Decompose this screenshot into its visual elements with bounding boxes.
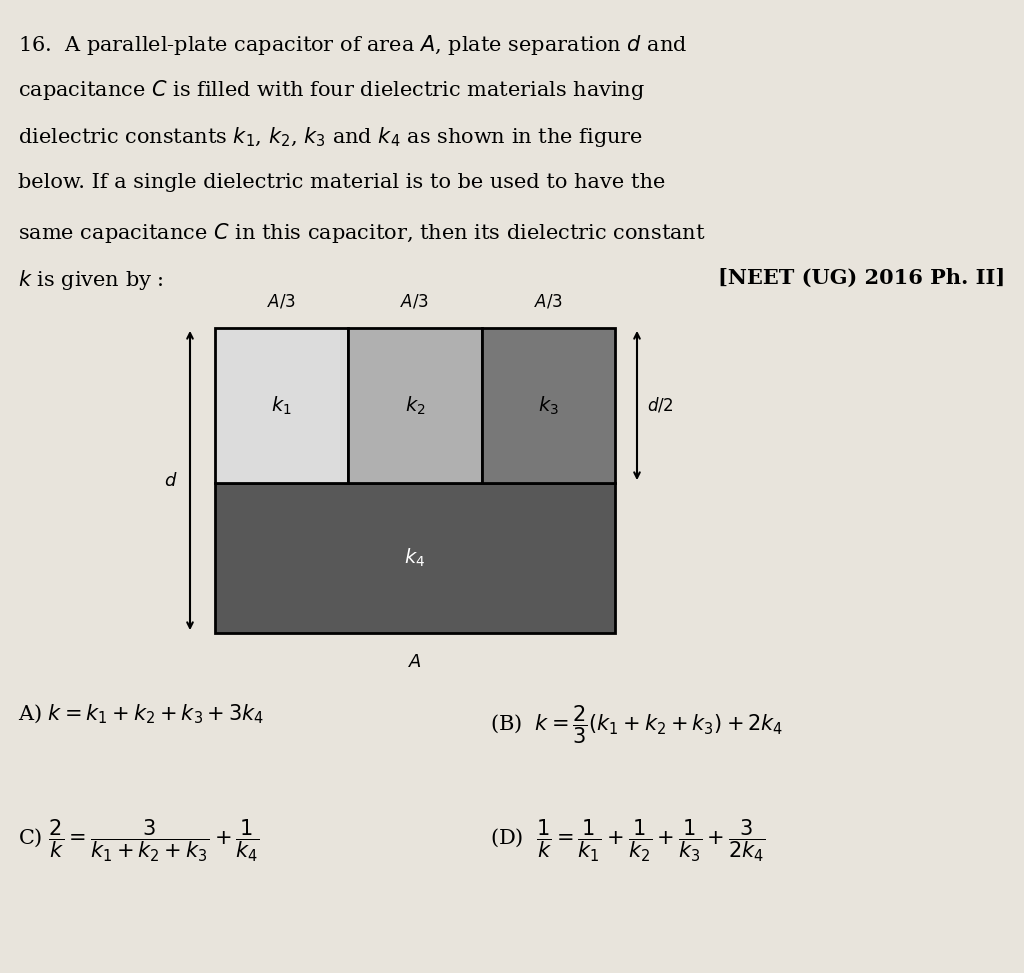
- Bar: [481, 328, 615, 483]
- Text: $k_3$: $k_3$: [538, 394, 559, 416]
- Text: $k_4$: $k_4$: [404, 547, 426, 569]
- Text: $d$: $d$: [165, 472, 178, 489]
- Text: below. If a single dielectric material is to be used to have the: below. If a single dielectric material i…: [18, 173, 666, 192]
- Text: $d/2$: $d/2$: [647, 396, 674, 415]
- Text: $A/3$: $A/3$: [534, 292, 563, 310]
- Text: $A/3$: $A/3$: [267, 292, 296, 310]
- Text: dielectric constants $k_1$, $k_2$, $k_3$ and $k_4$ as shown in the figure: dielectric constants $k_1$, $k_2$, $k_3$…: [18, 125, 643, 149]
- Bar: [215, 483, 615, 633]
- Text: $k_1$: $k_1$: [271, 394, 292, 416]
- Text: (B)  $k = \dfrac{2}{3}(k_1 + k_2 + k_3) + 2k_4$: (B) $k = \dfrac{2}{3}(k_1 + k_2 + k_3) +…: [490, 703, 783, 745]
- Text: $k_2$: $k_2$: [404, 394, 425, 416]
- Bar: [215, 328, 348, 483]
- Text: 16.  A parallel-plate capacitor of area $A$, plate separation $d$ and: 16. A parallel-plate capacitor of area $…: [18, 33, 687, 57]
- Text: $k$ is given by :: $k$ is given by :: [18, 268, 164, 292]
- Text: (D)  $\dfrac{1}{k} = \dfrac{1}{k_1}+\dfrac{1}{k_2}+\dfrac{1}{k_3}+\dfrac{3}{2k_4: (D) $\dfrac{1}{k} = \dfrac{1}{k_1}+\dfra…: [490, 818, 766, 864]
- Bar: [348, 328, 481, 483]
- Text: $A/3$: $A/3$: [400, 292, 429, 310]
- Text: A) $k = k_1 + k_2 + k_3 + 3k_4$: A) $k = k_1 + k_2 + k_3 + 3k_4$: [18, 703, 264, 726]
- Text: $A$: $A$: [408, 653, 422, 671]
- Text: same capacitance $C$ in this capacitor, then its dielectric constant: same capacitance $C$ in this capacitor, …: [18, 221, 706, 245]
- Text: capacitance $C$ is filled with four dielectric materials having: capacitance $C$ is filled with four diel…: [18, 78, 645, 102]
- Text: [NEET (UG) 2016 Ph. II]: [NEET (UG) 2016 Ph. II]: [718, 268, 1005, 288]
- Text: C) $\dfrac{2}{k} = \dfrac{3}{k_1+k_2+k_3}+\dfrac{1}{k_4}$: C) $\dfrac{2}{k} = \dfrac{3}{k_1+k_2+k_3…: [18, 818, 260, 864]
